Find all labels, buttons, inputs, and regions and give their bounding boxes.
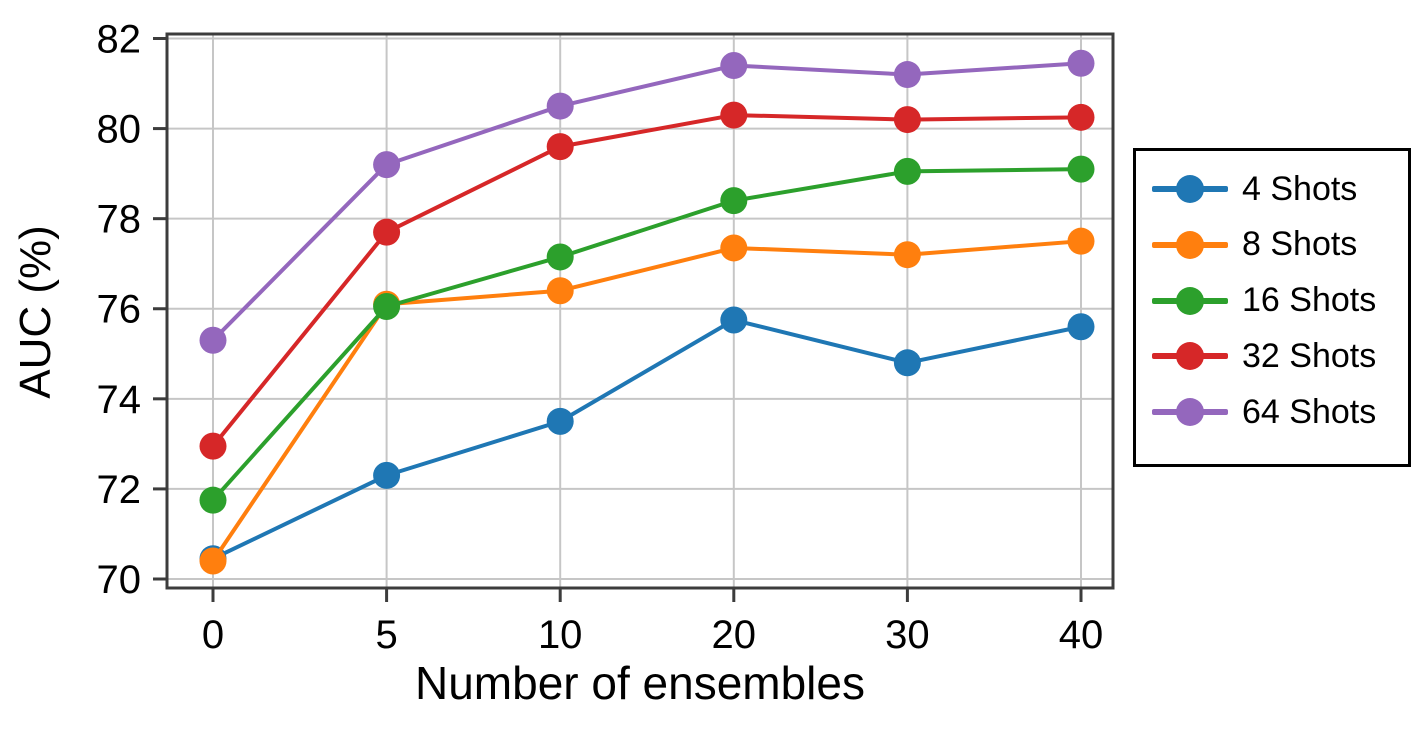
data-point-4-shots [546,407,574,435]
legend-line-marker-icon [1152,230,1228,259]
legend-item-label: 8 Shots [1242,225,1358,264]
legend-line-marker-icon [1152,342,1228,371]
series-line-32-shots [211,113,1082,448]
y-tick-label: 70 [97,558,142,602]
data-point-64-shots [373,151,401,179]
legend-item: 16 Shots [1152,281,1400,319]
y-tick-label: 76 [97,288,142,332]
y-tick-label: 82 [97,18,142,62]
legend-item-label: 64 Shots [1242,392,1377,431]
y-axis-label: AUC (%) [11,225,60,399]
data-point-16-shots [546,243,574,271]
legend-line-marker-icon [1152,398,1228,426]
legend-line-marker-icon [1152,175,1228,203]
series-line-16-shots [211,167,1082,502]
legend-item-label: 32 Shots [1242,336,1377,375]
x-tick-label: 30 [885,613,930,657]
data-point-16-shots [199,486,227,514]
data-point-32-shots [720,101,748,129]
data-point-4-shots [893,349,921,377]
data-point-64-shots [893,61,921,89]
data-point-8-shots [199,547,227,575]
data-point-8-shots [546,277,574,305]
data-point-64-shots [199,326,227,354]
series-line-64-shots [211,61,1082,342]
legend-item: 32 Shots [1152,336,1400,375]
data-point-4-shots [373,461,401,489]
series-line-4-shots [212,318,1082,561]
legend-item-label: 16 Shots [1242,281,1377,319]
data-point-32-shots [1067,103,1095,131]
data-point-16-shots [720,187,748,215]
x-tick-label: 40 [1059,613,1104,657]
x-axis-label: Number of ensembles [415,657,865,709]
x-tick-label: 5 [375,613,397,657]
data-point-32-shots [199,432,227,460]
data-point-32-shots [893,106,921,134]
y-tick-label: 74 [97,378,142,422]
x-tick-label: 0 [202,613,224,657]
data-point-16-shots [373,292,401,320]
legend: 4 Shots 8 Shots 16 Shots 32 Shots 64 Sho… [1133,148,1411,467]
data-point-4-shots [720,306,748,334]
legend-item-label: 4 Shots [1242,169,1358,208]
data-point-8-shots [893,241,921,269]
legend-item: 4 Shots [1152,169,1400,208]
legend-item: 64 Shots [1152,392,1400,431]
series-line-8-shots [211,239,1082,563]
y-tick-label: 78 [97,198,142,242]
x-tick-label: 20 [712,613,757,657]
data-point-64-shots [720,52,748,80]
y-tick-label: 72 [97,468,142,512]
plot-border [165,32,1115,590]
x-tick-label: 10 [538,613,583,657]
legend-line-marker-icon [1152,286,1228,315]
data-point-32-shots [546,133,574,161]
data-point-4-shots [1067,313,1095,341]
data-point-32-shots [373,218,401,246]
legend-item: 8 Shots [1152,225,1400,264]
data-point-8-shots [1067,227,1095,255]
data-point-8-shots [720,234,748,262]
data-point-16-shots [1067,155,1095,183]
data-point-64-shots [1067,49,1095,77]
data-point-64-shots [546,92,574,120]
data-point-16-shots [893,157,921,185]
y-tick-label: 80 [97,108,142,152]
